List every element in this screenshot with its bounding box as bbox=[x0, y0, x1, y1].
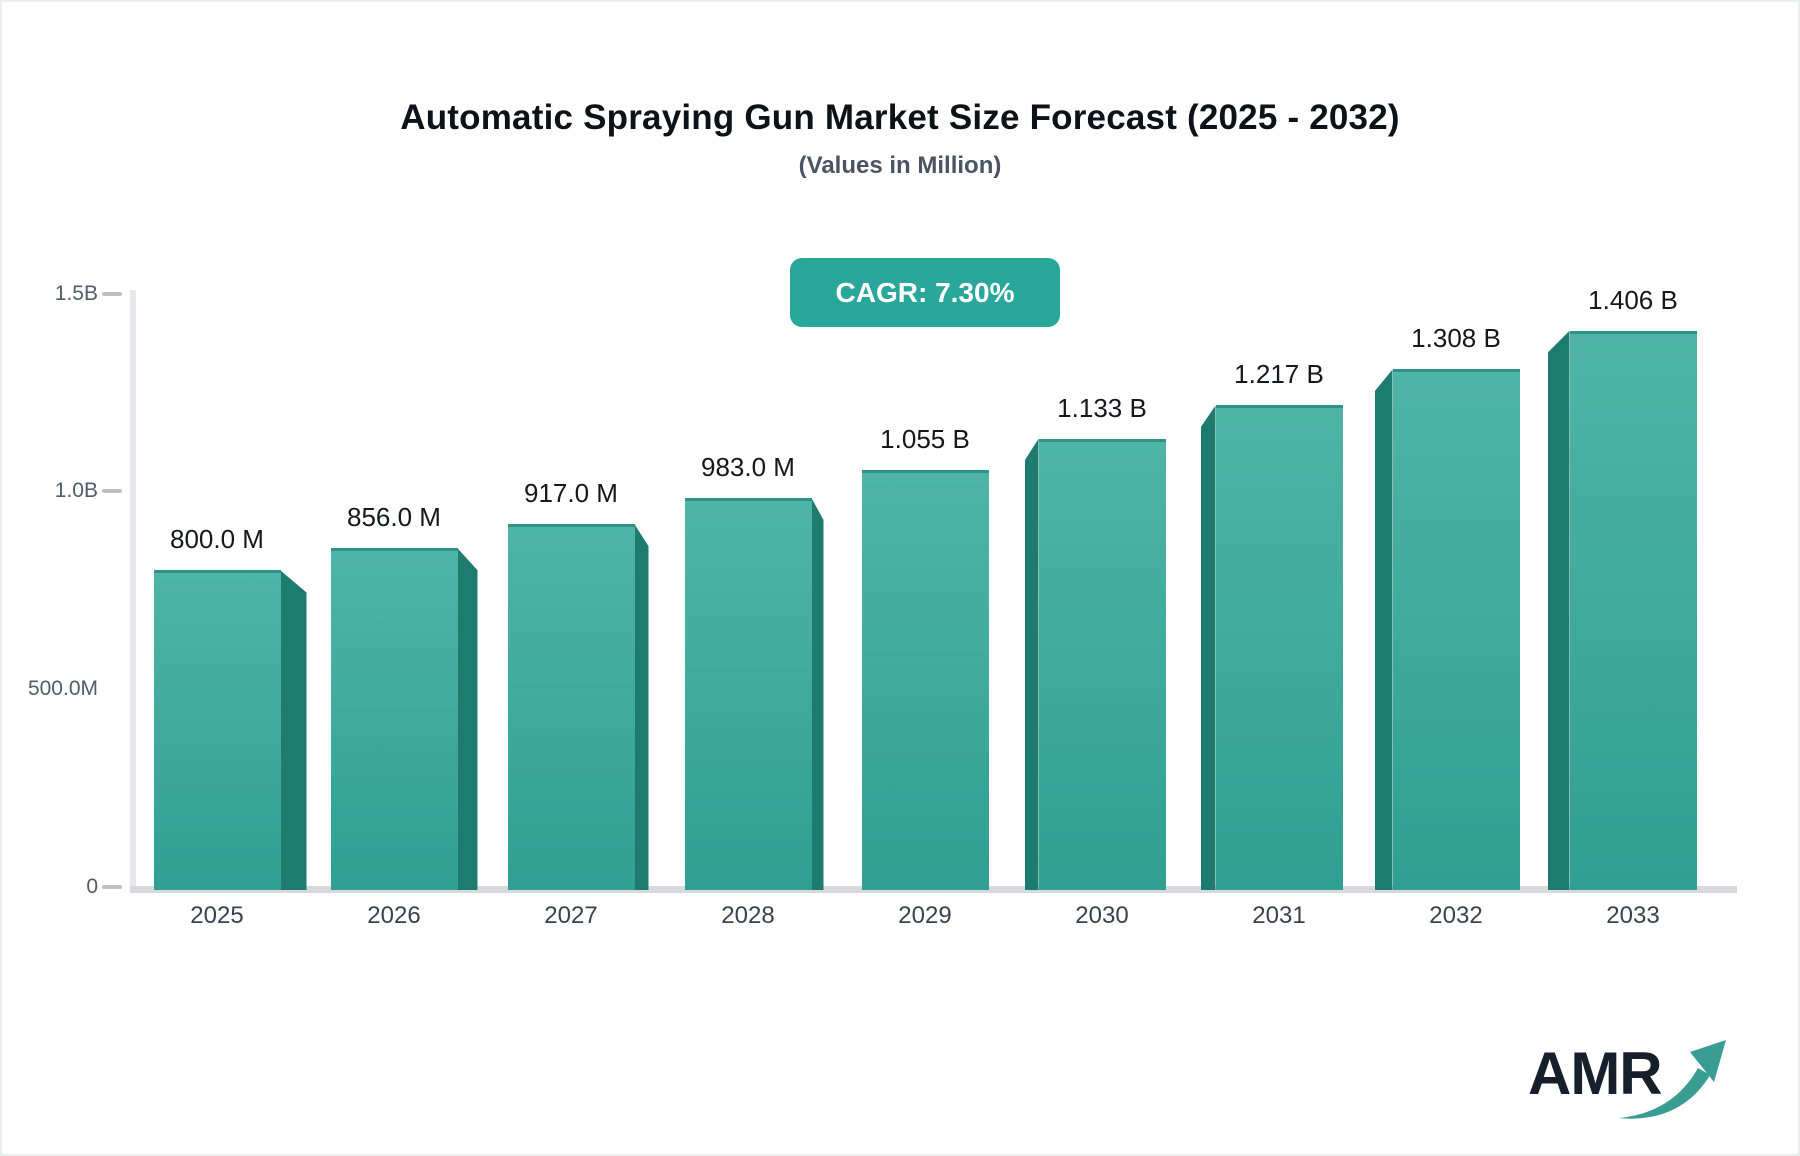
chart-subtitle: (Values in Million) bbox=[798, 152, 1002, 179]
bar-value-label: 1.308 B bbox=[1411, 323, 1501, 354]
x-axis-label: 2031 bbox=[1252, 902, 1306, 929]
y-tick-label: 0 bbox=[86, 875, 98, 898]
y-axis-line bbox=[130, 290, 136, 893]
page-title: Automatic Spraying Gun Market Size Forec… bbox=[400, 98, 1400, 137]
x-axis-label: 2030 bbox=[1075, 902, 1129, 929]
bar-value-label: 983.0 M bbox=[701, 452, 795, 483]
bar-2025 bbox=[153, 570, 281, 890]
x-axis-label: 2029 bbox=[898, 902, 952, 929]
y-tick-mark bbox=[102, 489, 122, 494]
bar-2032-3d-side bbox=[1374, 369, 1393, 890]
bar-value-label: 1.406 B bbox=[1588, 284, 1678, 315]
y-tick-label: 500.0M bbox=[27, 677, 98, 701]
y-tick-mark bbox=[102, 885, 122, 889]
brand-logo: AMR bbox=[1528, 1040, 1726, 1119]
bar-value-label: 917.0 M bbox=[524, 478, 618, 509]
x-axis-label: 2028 bbox=[721, 902, 775, 929]
bar-2027-3d-side bbox=[634, 524, 649, 890]
bar-value-label: 856.0 M bbox=[347, 502, 441, 533]
x-axis-label: 2032 bbox=[1429, 902, 1483, 929]
bar-value-label: 1.217 B bbox=[1234, 359, 1324, 390]
x-axis-label: 2025 bbox=[190, 902, 244, 929]
y-tick-label: 1.5B bbox=[54, 281, 98, 305]
bar-2032 bbox=[1392, 369, 1520, 890]
growth-arrow-icon bbox=[1618, 1068, 1710, 1119]
bar-2028-3d-side bbox=[811, 498, 824, 890]
bar-2025-3d-side bbox=[280, 570, 307, 890]
bar-2027 bbox=[507, 524, 635, 890]
bar-value-label: 800.0 M bbox=[170, 524, 264, 555]
x-axis-label: 2026 bbox=[367, 902, 421, 929]
growth-arrow-head-icon bbox=[1690, 1040, 1726, 1082]
bar-2031 bbox=[1215, 405, 1343, 890]
bar-2030-3d-side bbox=[1024, 438, 1039, 890]
bar-value-label: 1.133 B bbox=[1057, 392, 1147, 423]
bar-2033-3d-side bbox=[1547, 330, 1570, 890]
bar-2028 bbox=[684, 498, 812, 890]
bar-2026-3d-side bbox=[457, 548, 478, 890]
x-axis-label: 2027 bbox=[544, 902, 598, 929]
bar-2031-3d-side bbox=[1200, 405, 1216, 890]
bar-2033 bbox=[1569, 330, 1697, 890]
brand-name: AMR bbox=[1528, 1040, 1662, 1107]
cagr-badge: CAGR: 7.30% bbox=[790, 258, 1060, 327]
y-tick-label: 1.0B bbox=[54, 479, 98, 503]
x-axis-label: 2033 bbox=[1606, 902, 1660, 929]
bar-2029 bbox=[861, 469, 989, 890]
bar-value-label: 1.055 B bbox=[880, 423, 970, 454]
bar-2026 bbox=[330, 548, 458, 890]
y-tick-mark bbox=[102, 291, 122, 296]
bar-2030 bbox=[1038, 438, 1166, 890]
